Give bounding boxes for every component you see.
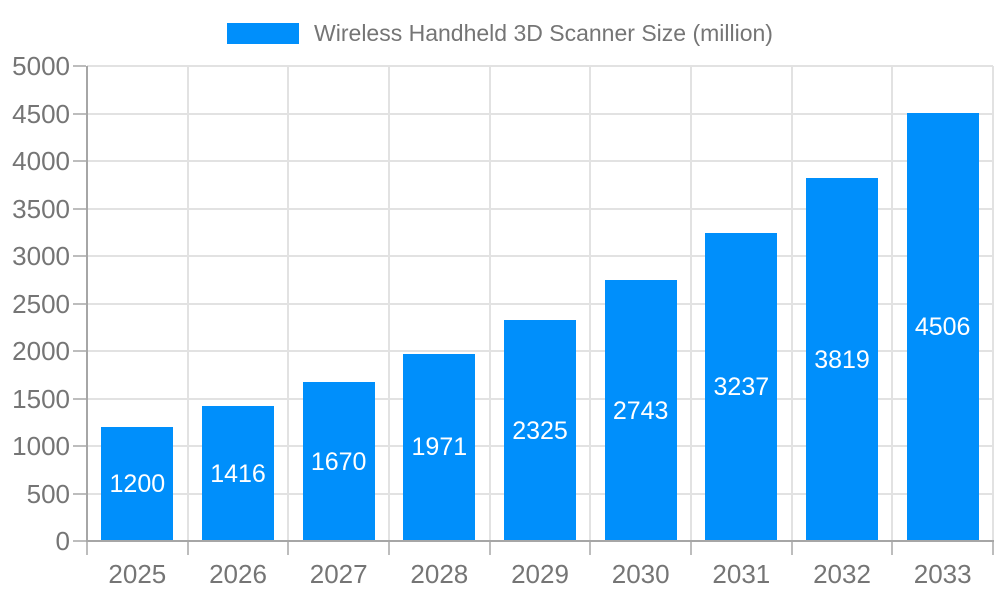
v-gridline bbox=[891, 66, 894, 541]
y-axis-label: 3500 bbox=[12, 193, 70, 224]
bar-2026: 1416 bbox=[202, 406, 274, 541]
h-gridline bbox=[87, 207, 993, 210]
x-axis-label: 2029 bbox=[511, 559, 569, 589]
v-gridline bbox=[388, 66, 390, 541]
y-axis-tick bbox=[73, 207, 86, 210]
x-axis-tick bbox=[992, 542, 994, 555]
x-axis-tick bbox=[589, 542, 592, 555]
y-axis-tick bbox=[73, 445, 86, 447]
y-axis-label: 4000 bbox=[12, 146, 70, 176]
x-axis-label: 2033 bbox=[913, 559, 972, 589]
h-gridline bbox=[87, 255, 993, 257]
y-axis-label: 2500 bbox=[12, 288, 70, 319]
x-axis-label: 2028 bbox=[410, 559, 469, 589]
x-axis-label: 2026 bbox=[209, 559, 267, 589]
bar-2031: 3237 bbox=[705, 233, 778, 541]
y-axis-label: 0 bbox=[55, 526, 70, 556]
x-axis-tick bbox=[186, 542, 189, 555]
bar-2032: 3819 bbox=[806, 178, 878, 541]
h-gridline bbox=[87, 160, 993, 162]
bar-2030: 2743 bbox=[604, 280, 677, 541]
bar-2027: 1670 bbox=[302, 382, 375, 541]
y-axis-label: 500 bbox=[26, 478, 70, 509]
bar-2033: 4506 bbox=[906, 112, 979, 541]
y-axis-label: 1000 bbox=[12, 431, 70, 461]
y-axis-label: 3000 bbox=[12, 241, 70, 271]
y-axis-tick bbox=[73, 255, 86, 257]
legend-swatch-icon bbox=[227, 23, 300, 44]
h-gridline bbox=[87, 65, 993, 67]
x-axis-label: 2027 bbox=[309, 559, 368, 589]
v-gridline bbox=[790, 66, 793, 541]
x-axis-tick bbox=[287, 542, 290, 555]
x-axis-tick bbox=[86, 542, 88, 555]
x-axis-tick bbox=[690, 542, 692, 555]
y-axis-tick bbox=[73, 397, 86, 400]
y-axis-label: 5000 bbox=[12, 51, 70, 81]
bar-value-label: 1416 bbox=[210, 459, 266, 488]
x-axis-label: 2031 bbox=[712, 559, 771, 589]
bar-value-label: 3819 bbox=[814, 345, 870, 374]
x-axis-tick bbox=[891, 542, 894, 555]
y-axis-label: 2000 bbox=[12, 336, 70, 366]
v-gridline bbox=[287, 66, 290, 541]
bar-value-label: 1670 bbox=[310, 447, 367, 476]
x-axis-tick bbox=[388, 542, 390, 555]
y-axis-tick bbox=[73, 350, 86, 352]
bar-value-label: 4506 bbox=[914, 312, 971, 341]
x-axis-label: 2025 bbox=[108, 559, 167, 589]
y-axis-label: 1500 bbox=[12, 383, 70, 414]
h-gridline bbox=[87, 112, 993, 115]
bar-2029: 2325 bbox=[504, 320, 576, 541]
y-axis-tick bbox=[73, 65, 86, 67]
legend[interactable]: Wireless Handheld 3D Scanner Size (milli… bbox=[0, 22, 1000, 45]
y-axis-line bbox=[86, 66, 88, 543]
y-axis-tick bbox=[73, 492, 86, 495]
bar-value-label: 2325 bbox=[512, 416, 568, 445]
bar-value-label: 1200 bbox=[109, 470, 166, 498]
v-gridline bbox=[690, 66, 692, 541]
bar-value-label: 2743 bbox=[612, 396, 669, 425]
y-axis-tick bbox=[73, 112, 86, 115]
v-gridline bbox=[992, 66, 994, 541]
bar-value-label: 1971 bbox=[411, 433, 468, 462]
y-axis-tick bbox=[73, 540, 86, 542]
bar-value-label: 3237 bbox=[713, 373, 770, 402]
x-axis-line bbox=[86, 540, 994, 542]
v-gridline bbox=[589, 66, 592, 541]
bar-2028: 1971 bbox=[403, 353, 476, 541]
x-axis-label: 2030 bbox=[611, 559, 670, 589]
x-axis-tick bbox=[488, 542, 491, 555]
h-gridline bbox=[87, 302, 993, 305]
y-axis-tick bbox=[73, 160, 86, 162]
x-axis-label: 2032 bbox=[813, 559, 871, 589]
y-axis-label: 4500 bbox=[12, 98, 70, 129]
bar-2025: 1200 bbox=[101, 427, 174, 541]
legend-label: Wireless Handheld 3D Scanner Size (milli… bbox=[314, 20, 773, 46]
v-gridline bbox=[186, 66, 189, 541]
x-axis-tick bbox=[790, 542, 793, 555]
v-gridline bbox=[488, 66, 491, 541]
y-axis-tick bbox=[73, 302, 86, 305]
